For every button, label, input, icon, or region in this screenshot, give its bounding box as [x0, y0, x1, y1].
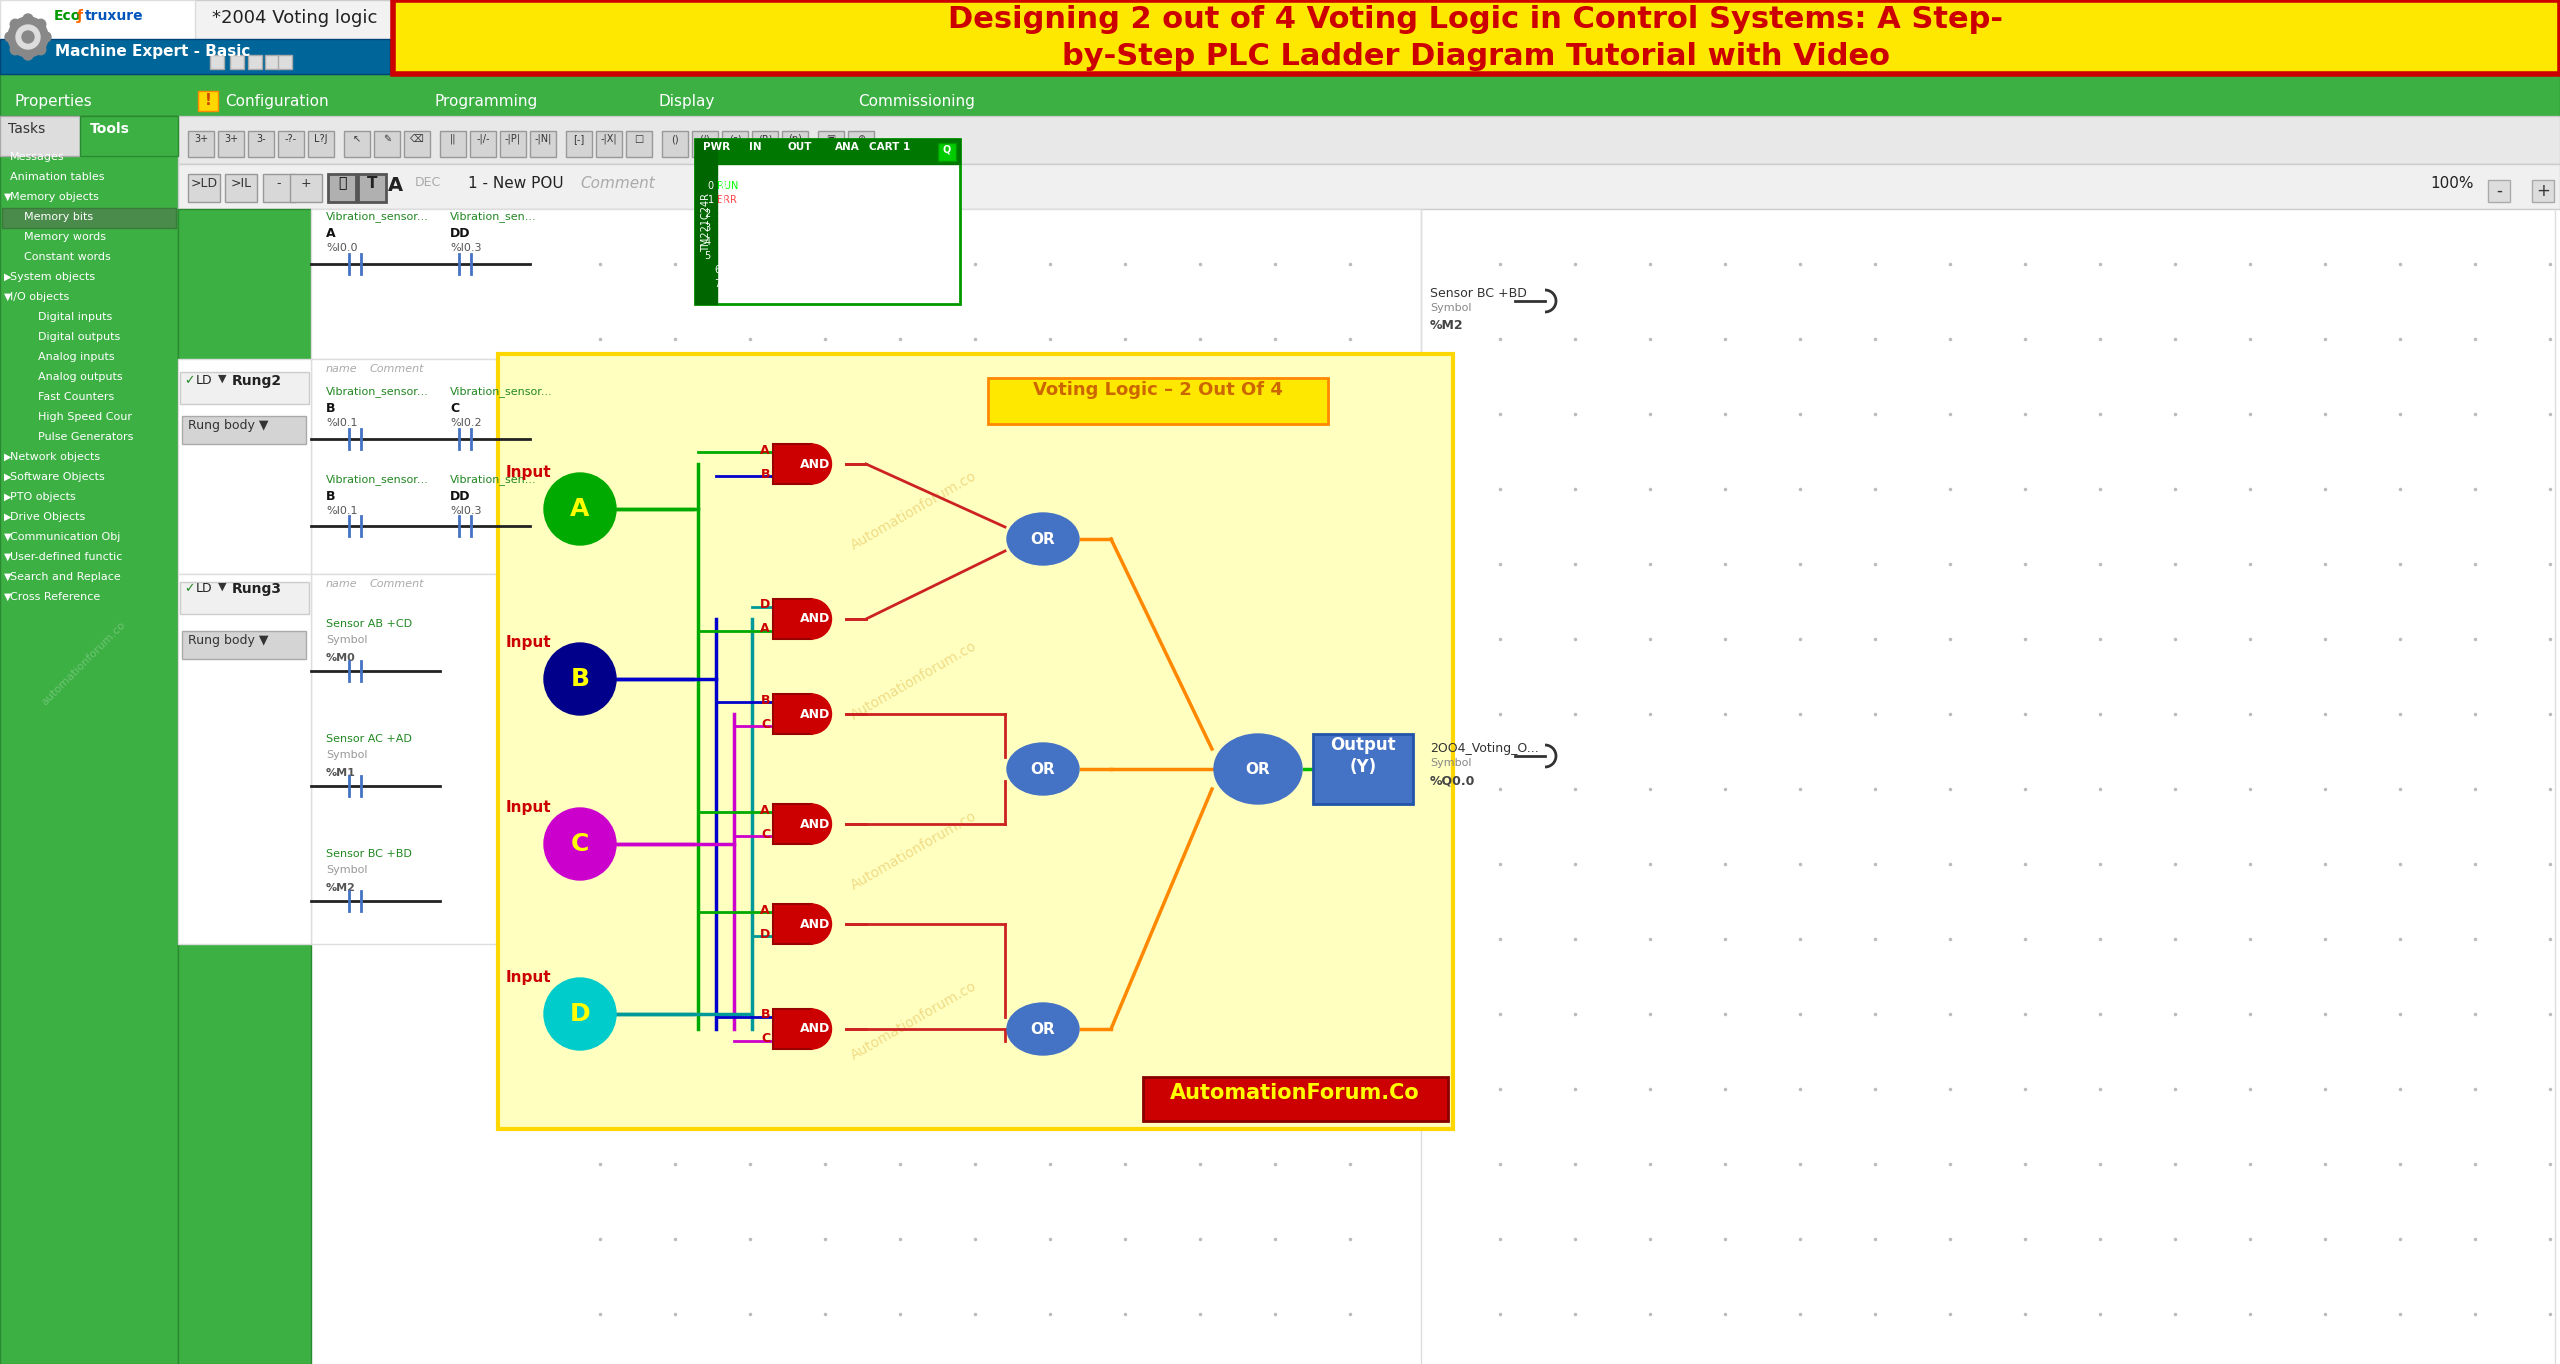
Text: >IL: >IL [230, 177, 251, 190]
Text: 0 0: 0 0 [791, 181, 809, 191]
Text: Symbol: Symbol [1431, 303, 1472, 312]
Text: %M2: %M2 [325, 883, 356, 893]
FancyBboxPatch shape [218, 131, 243, 157]
Text: Vibration_sensor...: Vibration_sensor... [325, 211, 428, 222]
Text: *2004 Voting logic: *2004 Voting logic [212, 10, 376, 27]
Text: 3+: 3+ [223, 134, 238, 145]
FancyBboxPatch shape [179, 372, 310, 404]
FancyBboxPatch shape [179, 116, 2560, 164]
Text: TM221C24R: TM221C24R [701, 192, 712, 251]
FancyBboxPatch shape [310, 209, 1421, 359]
FancyBboxPatch shape [179, 116, 2560, 1364]
FancyBboxPatch shape [248, 55, 261, 70]
Text: Sensor AB +CD: Sensor AB +CD [325, 619, 412, 629]
FancyBboxPatch shape [2532, 180, 2555, 202]
FancyBboxPatch shape [0, 0, 2560, 74]
Text: Rung body ▼: Rung body ▼ [187, 634, 269, 647]
Text: C: C [451, 402, 458, 415]
FancyBboxPatch shape [499, 131, 525, 157]
FancyBboxPatch shape [289, 175, 323, 202]
Text: LD: LD [197, 374, 212, 387]
FancyBboxPatch shape [248, 131, 274, 157]
Text: ▼: ▼ [218, 374, 225, 385]
Text: RUN: RUN [717, 181, 737, 191]
Text: AutomationForum.Co: AutomationForum.Co [1170, 1083, 1421, 1103]
Text: Automationforum.co: Automationforum.co [847, 638, 978, 723]
Text: AND: AND [799, 708, 829, 720]
Text: %I0.1: %I0.1 [325, 417, 358, 428]
FancyBboxPatch shape [2488, 180, 2509, 202]
Text: B: B [760, 468, 771, 480]
Text: DEC: DEC [415, 176, 440, 190]
FancyBboxPatch shape [310, 574, 1421, 944]
Text: 1 - New POU: 1 - New POU [468, 176, 563, 191]
Text: B: B [571, 667, 589, 692]
Text: ✓: ✓ [184, 374, 195, 387]
FancyBboxPatch shape [663, 131, 689, 157]
Text: ↖: ↖ [353, 134, 361, 145]
Text: Sensor BC +BD: Sensor BC +BD [325, 848, 412, 859]
Text: 2: 2 [753, 209, 758, 220]
FancyBboxPatch shape [179, 582, 310, 614]
FancyBboxPatch shape [328, 175, 356, 202]
Text: 1 0: 1 0 [791, 195, 809, 205]
Text: ▶: ▶ [5, 271, 10, 282]
Text: -|N|: -|N| [535, 134, 553, 145]
FancyBboxPatch shape [596, 131, 622, 157]
Text: Fast Counters: Fast Counters [38, 391, 115, 402]
FancyBboxPatch shape [499, 355, 1454, 1129]
FancyBboxPatch shape [0, 0, 195, 74]
Text: 1  9: 1 9 [707, 195, 727, 205]
Circle shape [10, 19, 20, 29]
Wedge shape [812, 445, 832, 484]
Text: Comment: Comment [581, 176, 655, 191]
Text: ▶: ▶ [5, 472, 10, 481]
Text: B: B [325, 402, 335, 415]
Text: ⊕: ⊕ [858, 134, 865, 145]
Text: L?J: L?J [315, 134, 328, 145]
Text: 5: 5 [753, 251, 758, 261]
Text: %I0.1: %I0.1 [325, 506, 358, 516]
Text: Messages: Messages [10, 151, 64, 162]
Text: AND: AND [799, 817, 829, 831]
Text: AND: AND [799, 457, 829, 471]
Ellipse shape [1213, 734, 1303, 803]
Text: Eco: Eco [54, 10, 82, 23]
Circle shape [545, 642, 617, 715]
Text: truxure: truxure [84, 10, 143, 23]
FancyBboxPatch shape [0, 74, 2560, 116]
Text: Rung body ▼: Rung body ▼ [187, 419, 269, 432]
FancyBboxPatch shape [210, 55, 225, 70]
FancyBboxPatch shape [179, 574, 310, 944]
Text: System objects: System objects [10, 271, 95, 282]
Text: Automationforum.co: Automationforum.co [847, 979, 978, 1063]
Text: Machine Expert - Basic: Machine Expert - Basic [54, 44, 251, 59]
FancyBboxPatch shape [358, 175, 387, 202]
FancyBboxPatch shape [179, 209, 310, 1364]
Text: Voting Logic – 2 Out Of 4: Voting Logic – 2 Out Of 4 [1034, 381, 1283, 400]
Text: Digital outputs: Digital outputs [38, 331, 120, 342]
FancyBboxPatch shape [773, 803, 812, 844]
Text: A: A [760, 622, 771, 636]
FancyBboxPatch shape [343, 131, 371, 157]
Text: DD: DD [451, 490, 471, 503]
FancyBboxPatch shape [988, 378, 1329, 424]
Circle shape [8, 16, 49, 57]
Text: ▼: ▼ [5, 552, 10, 562]
Circle shape [23, 14, 33, 25]
Text: Sensor BC +BD: Sensor BC +BD [1431, 286, 1526, 300]
Text: D: D [760, 928, 771, 941]
FancyBboxPatch shape [819, 131, 845, 157]
FancyBboxPatch shape [773, 904, 812, 944]
FancyBboxPatch shape [264, 175, 294, 202]
Text: %I0.3: %I0.3 [451, 506, 481, 516]
FancyBboxPatch shape [694, 139, 960, 304]
Text: 100%: 100% [2429, 176, 2473, 191]
Text: Rung2: Rung2 [233, 374, 282, 387]
Text: A: A [325, 226, 335, 240]
FancyBboxPatch shape [530, 131, 556, 157]
Text: ▣: ▣ [827, 134, 835, 145]
Text: AND: AND [799, 918, 829, 930]
Text: Designing 2 out of 4 Voting Logic in Control Systems: A Step-: Designing 2 out of 4 Voting Logic in Con… [950, 5, 2004, 34]
